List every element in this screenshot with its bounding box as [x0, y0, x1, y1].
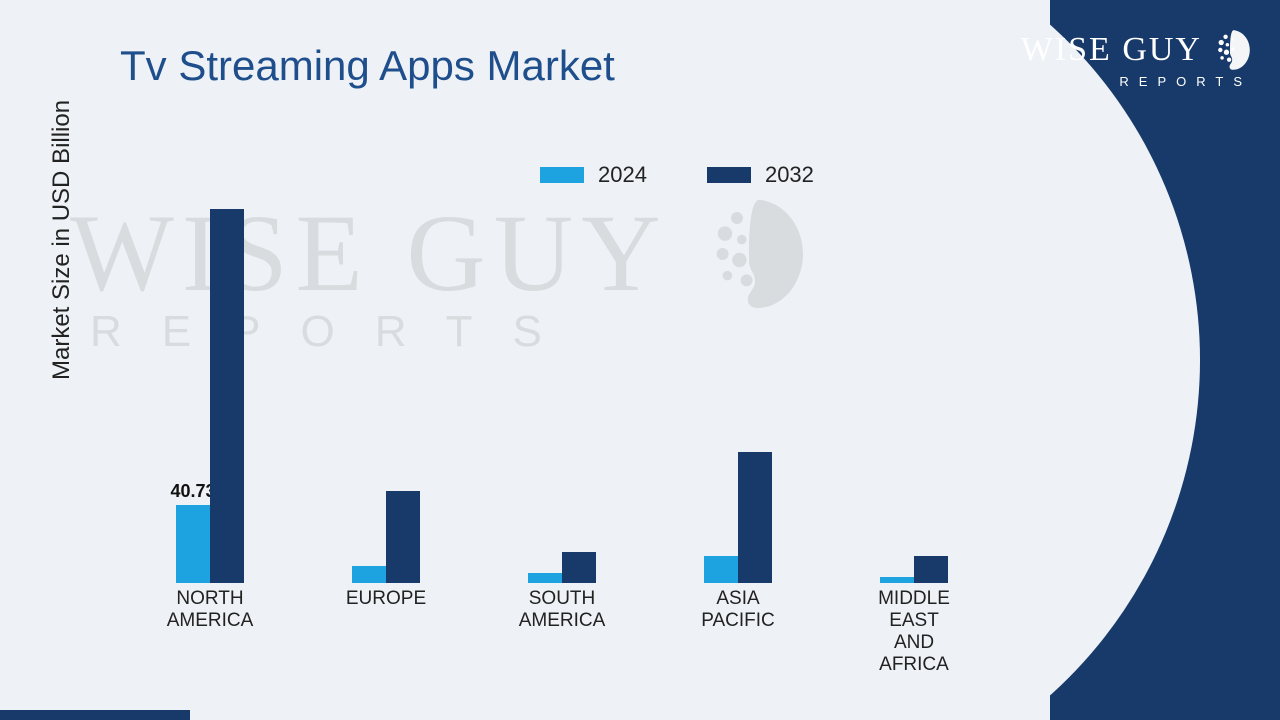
y-axis-label: Market Size in USD Billion	[48, 100, 76, 380]
legend: 2024 2032	[540, 162, 814, 188]
bar	[704, 556, 738, 583]
bar	[738, 452, 772, 583]
bar-chart: 40.73	[100, 200, 1000, 584]
chart-title: Tv Streaming Apps Market	[120, 42, 615, 90]
x-axis-labels: NORTHAMERICA EUROPE SOUTHAMERICA ASIAPACIFI…	[100, 588, 1000, 698]
category-label: ASIAPACIFIC	[658, 588, 818, 632]
legend-item-2032: 2032	[707, 162, 814, 188]
category-label: SOUTHAMERICA	[482, 588, 642, 632]
legend-swatch	[540, 167, 584, 183]
category-label: EUROPE	[306, 588, 466, 610]
brand-subtext: REPORTS	[1021, 74, 1252, 89]
bar	[880, 577, 914, 583]
brain-head-icon	[1208, 28, 1252, 72]
bar-group	[658, 452, 818, 583]
bar	[386, 491, 420, 583]
legend-item-2024: 2024	[540, 162, 647, 188]
bar	[352, 566, 386, 583]
bar	[528, 573, 562, 583]
bar-group	[306, 491, 466, 583]
bar-group	[482, 552, 642, 583]
bar-group	[834, 556, 994, 583]
brand-text: WISE GUY	[1021, 33, 1202, 67]
bar	[210, 209, 244, 583]
brand-logo: WISE GUY REPORTS	[1021, 28, 1252, 89]
bar	[562, 552, 596, 583]
bar	[176, 505, 210, 583]
bar-group	[130, 209, 290, 583]
legend-label: 2024	[598, 162, 647, 188]
bottom-accent-bar	[0, 710, 190, 720]
bar	[914, 556, 948, 583]
legend-swatch	[707, 167, 751, 183]
category-label: NORTHAMERICA	[130, 588, 290, 632]
legend-label: 2032	[765, 162, 814, 188]
brand-panel	[1050, 0, 1280, 720]
plot-area: 40.73	[100, 200, 1000, 584]
category-label: MIDDLEEASTANDAFRICA	[834, 588, 994, 675]
